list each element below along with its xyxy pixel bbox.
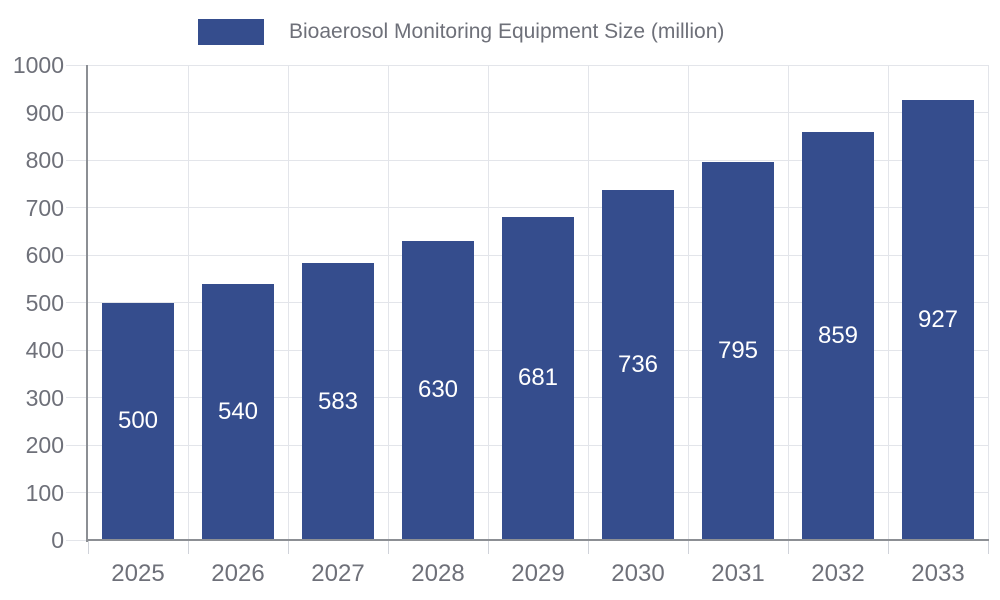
bar-value-label: 500 [117,407,159,435]
y-axis-label: 0 [51,527,64,553]
x-gridline [687,65,689,540]
bar-2030[interactable]: 736 [602,190,674,540]
bar-value-label: 681 [517,364,559,392]
y-axis-tick [66,112,86,113]
x-axis-label: 2028 [411,560,465,587]
bar-value-label: 736 [617,351,659,379]
y-gridline [88,159,988,161]
y-gridline [88,64,988,66]
y-axis-label: 200 [25,432,64,458]
y-axis-tick [66,64,86,66]
x-axis-tick [287,540,289,554]
x-axis-label: 2031 [711,560,765,587]
y-axis-tick [66,492,86,493]
bar-value-label: 795 [717,337,759,365]
x-gridline [387,65,389,540]
bar-2031[interactable]: 795 [702,162,774,540]
y-axis-tick [66,254,86,256]
x-axis-label: 2025 [111,560,165,587]
bar-value-label: 583 [317,387,359,415]
y-axis-tick [66,397,86,398]
y-axis-label: 100 [25,479,64,506]
x-axis-tick [187,540,189,554]
x-axis-label: 2026 [211,560,265,587]
x-axis-tick [687,540,689,554]
y-axis-tick [66,444,86,446]
y-axis-tick [66,302,86,303]
bar-2025[interactable]: 500 [102,302,174,540]
bar-2026[interactable]: 540 [202,283,274,540]
bar-value-label: 630 [417,376,459,404]
x-gridline [587,65,589,540]
x-axis-tick [87,540,89,554]
x-axis-label: 2033 [911,560,965,587]
y-axis-label: 300 [25,384,64,411]
x-axis-tick [887,540,889,554]
legend-item[interactable]: Bioaerosol Monitoring Equipment Size (mi… [198,17,724,47]
x-axis-tick [487,540,489,554]
x-gridline [887,65,889,540]
x-axis-tick [987,540,989,554]
y-axis-label: 400 [25,337,64,363]
y-axis-tick [66,539,86,541]
bar-value-label: 859 [817,321,859,349]
bar-value-label: 540 [217,397,259,425]
bar-2027[interactable]: 583 [302,263,374,540]
bar-2032[interactable]: 859 [802,131,874,540]
x-gridline [987,65,989,540]
y-axis-label: 600 [25,242,64,268]
y-gridline [88,112,988,113]
legend-swatch-icon [198,19,264,45]
bar-2033[interactable]: 927 [902,99,974,540]
y-axis-label: 1000 [12,52,64,78]
y-gridline [88,207,988,208]
x-axis-label: 2029 [511,560,565,587]
y-axis-tick [66,159,86,161]
x-gridline [787,65,789,540]
bar-2028[interactable]: 630 [402,240,474,540]
x-gridline [187,65,189,540]
x-axis-tick [787,540,789,554]
legend-label: Bioaerosol Monitoring Equipment Size (mi… [289,20,725,43]
y-axis-tick [66,349,86,351]
y-axis-line [85,65,88,542]
x-gridline [287,65,289,540]
x-axis-label: 2032 [811,560,865,587]
x-gridline [487,65,489,540]
x-axis-line [85,539,989,541]
y-axis-tick [66,207,86,208]
x-axis-label: 2030 [611,560,665,587]
bar-value-label: 927 [917,305,959,333]
y-axis-label: 900 [25,99,64,126]
y-axis-label: 800 [25,147,64,173]
x-axis-tick [387,540,389,554]
x-axis-tick [587,540,589,554]
y-axis-label: 500 [25,289,64,316]
x-axis-label: 2027 [311,560,365,587]
y-axis-label: 700 [25,194,64,221]
bar-2029[interactable]: 681 [502,216,574,540]
